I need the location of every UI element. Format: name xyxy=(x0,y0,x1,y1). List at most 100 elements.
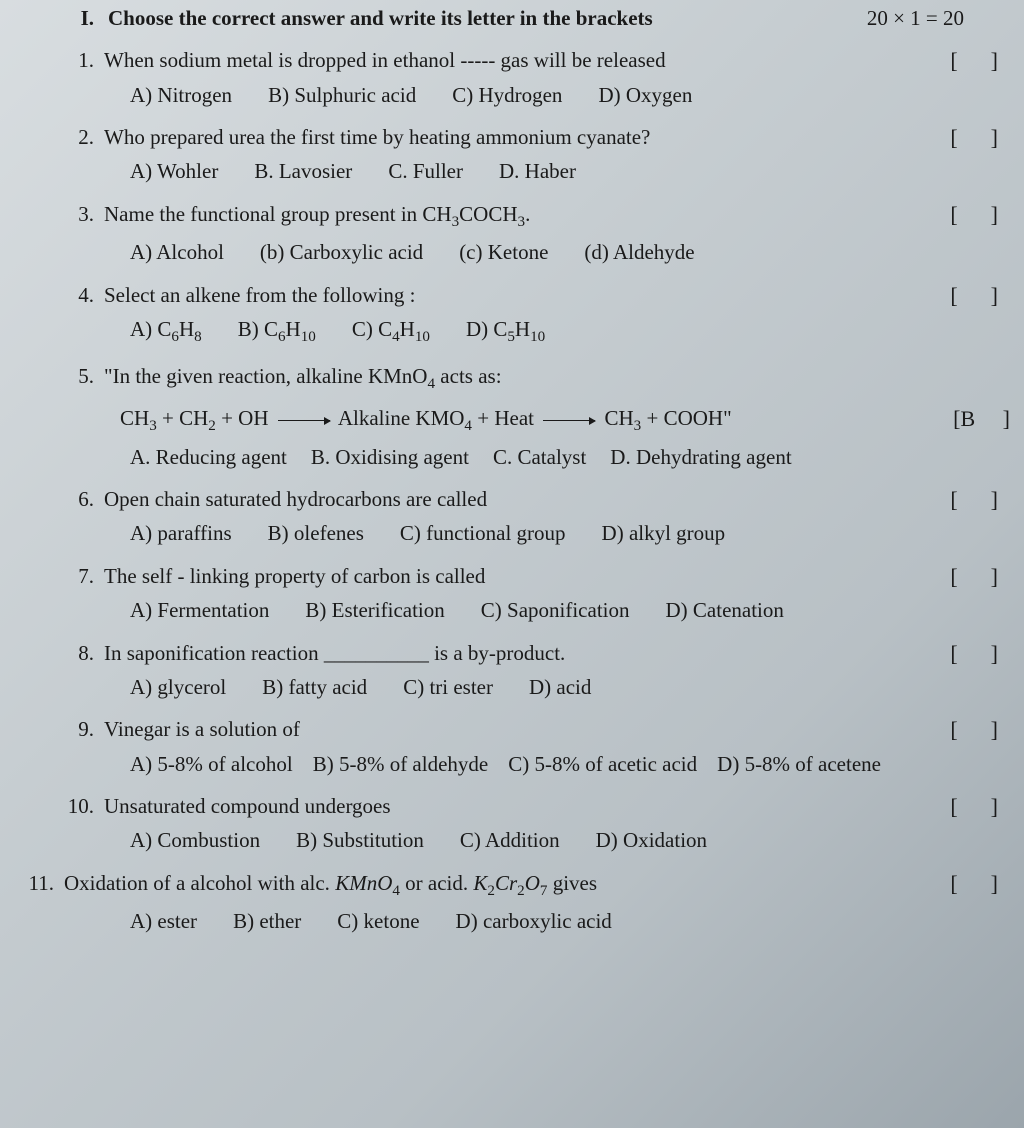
q2-text: Who prepared urea the first time by heat… xyxy=(104,123,1004,151)
question-2: 2. Who prepared urea the first time by h… xyxy=(60,123,1004,151)
question-9: 9. Vinegar is a solution of [ ] xyxy=(60,715,1004,743)
q2-option-d: D. Haber xyxy=(499,157,576,185)
q2-number: 2. xyxy=(60,123,94,151)
q9-number: 9. xyxy=(60,715,94,743)
q1-options: A) Nitrogen B) Sulphuric acid C) Hydroge… xyxy=(130,81,1004,109)
question-10: 10. Unsaturated compound undergoes [ ] xyxy=(60,792,1004,820)
q5-option-b: B. Oxidising agent xyxy=(311,443,469,471)
q4-option-a: A) C6H8 xyxy=(130,315,202,348)
q1-option-d: D) Oxygen xyxy=(598,81,692,109)
worksheet-page: 20 × 1 = 20 I. Choose the correct answer… xyxy=(0,0,1024,956)
q8-option-a: A) glycerol xyxy=(130,673,226,701)
q8-option-d: D) acid xyxy=(529,673,591,701)
question-4: 4. Select an alkene from the following :… xyxy=(60,281,1004,309)
q11-option-a: A) ester xyxy=(130,907,197,935)
q6-option-a: A) paraffins xyxy=(130,519,232,547)
q4-option-b: B) C6H10 xyxy=(238,315,316,348)
q7-option-a: A) Fermentation xyxy=(130,596,269,624)
q11-number: 11. xyxy=(20,869,54,897)
q3-text-pre: Name the functional group present in CH xyxy=(104,202,452,226)
q10-text: Unsaturated compound undergoes xyxy=(104,792,1004,820)
q6-text: Open chain saturated hydrocarbons are ca… xyxy=(104,485,1004,513)
q9-option-b: B) 5-8% of aldehyde xyxy=(313,750,489,778)
q9-bracket[interactable]: [ ] xyxy=(950,715,998,745)
q7-option-d: D) Catenation xyxy=(666,596,784,624)
q7-bracket[interactable]: [ ] xyxy=(950,562,998,592)
q3-option-c: (c) Ketone xyxy=(459,238,548,266)
q10-bracket[interactable]: [ ] xyxy=(950,792,998,822)
q8-bracket[interactable]: [ ] xyxy=(950,639,998,669)
question-6: 6. Open chain saturated hydrocarbons are… xyxy=(60,485,1004,513)
q10-option-c: C) Addition xyxy=(460,826,560,854)
q3-bracket[interactable]: [ ] xyxy=(950,200,998,230)
q7-option-c: C) Saponification xyxy=(481,596,630,624)
q8-text: In saponification reaction __________ is… xyxy=(104,639,1004,667)
q6-bracket[interactable]: [ ] xyxy=(950,485,998,515)
q9-option-a: A) 5-8% of alcohol xyxy=(130,750,293,778)
q5-number: 5. xyxy=(60,362,94,390)
q11-option-b: B) ether xyxy=(233,907,301,935)
q3-number: 3. xyxy=(60,200,94,228)
q6-option-b: B) olefenes xyxy=(268,519,364,547)
q5-option-c: C. Catalyst xyxy=(493,443,586,471)
q6-number: 6. xyxy=(60,485,94,513)
score-label: 20 × 1 = 20 xyxy=(867,4,964,32)
q5-options: A. Reducing agent B. Oxidising agent C. … xyxy=(130,443,1004,471)
q6-option-c: C) functional group xyxy=(400,519,566,547)
q5-reaction: CH3 + CH2 + OH Alkaline KMO4 + Heat CH3 … xyxy=(120,404,1004,437)
q10-option-a: A) Combustion xyxy=(130,826,260,854)
q4-option-d: D) C5H10 xyxy=(466,315,545,348)
q2-option-a: A) Wohler xyxy=(130,157,218,185)
q8-option-b: B) fatty acid xyxy=(262,673,367,701)
question-5: 5. "In the given reaction, alkaline KMnO… xyxy=(60,362,1004,395)
q9-options: A) 5-8% of alcohol B) 5-8% of aldehyde C… xyxy=(130,750,1004,778)
q7-option-b: B) Esterification xyxy=(305,596,444,624)
q1-option-c: C) Hydrogen xyxy=(452,81,562,109)
q9-option-d: D) 5-8% of acetene xyxy=(717,750,881,778)
question-11: 11. Oxidation of a alcohol with alc. KMn… xyxy=(20,869,1004,902)
q1-number: 1. xyxy=(60,46,94,74)
section-header: I. Choose the correct answer and write i… xyxy=(60,4,1004,32)
q6-options: A) paraffins B) olefenes C) functional g… xyxy=(130,519,1004,547)
q9-text: Vinegar is a solution of xyxy=(104,715,1004,743)
section-title: Choose the correct answer and write its … xyxy=(108,4,653,32)
q5-text: "In the given reaction, alkaline KMnO4 a… xyxy=(104,362,1004,395)
q2-bracket[interactable]: [ ] xyxy=(950,123,998,153)
q2-option-c: C. Fuller xyxy=(388,157,463,185)
q4-option-c: C) C4H10 xyxy=(352,315,430,348)
q4-bracket[interactable]: [ ] xyxy=(950,281,998,311)
q11-options: A) ester B) ether C) ketone D) carboxyli… xyxy=(130,907,1004,935)
q6-option-d: D) alkyl group xyxy=(602,519,726,547)
q4-number: 4. xyxy=(60,281,94,309)
q5-option-a: A. Reducing agent xyxy=(130,443,287,471)
q4-text: Select an alkene from the following : xyxy=(104,281,1004,309)
q7-number: 7. xyxy=(60,562,94,590)
q9-option-c: C) 5-8% of acetic acid xyxy=(508,750,697,778)
arrow-icon xyxy=(543,420,595,421)
q11-option-c: C) ketone xyxy=(337,907,419,935)
q3-options: A) Alcohol (b) Carboxylic acid (c) Keton… xyxy=(130,238,1004,266)
q5-option-d: D. Dehydrating agent xyxy=(610,443,791,471)
q2-options: A) Wohler B. Lavosier C. Fuller D. Haber xyxy=(130,157,1004,185)
q1-option-a: A) Nitrogen xyxy=(130,81,232,109)
q3-text: Name the functional group present in CH3… xyxy=(104,200,1004,233)
question-8: 8. In saponification reaction __________… xyxy=(60,639,1004,667)
q11-bracket[interactable]: [ ] xyxy=(950,869,998,899)
q11-option-d: D) carboxylic acid xyxy=(456,907,612,935)
q3-option-b: (b) Carboxylic acid xyxy=(260,238,423,266)
q1-option-b: B) Sulphuric acid xyxy=(268,81,416,109)
q8-number: 8. xyxy=(60,639,94,667)
q10-option-d: D) Oxidation xyxy=(596,826,707,854)
q5-bracket[interactable]: [B ] xyxy=(953,404,1010,434)
question-3: 3. Name the functional group present in … xyxy=(60,200,1004,233)
q1-bracket[interactable]: [ ] xyxy=(950,46,998,76)
q8-option-c: C) tri ester xyxy=(403,673,493,701)
q8-options: A) glycerol B) fatty acid C) tri ester D… xyxy=(130,673,1004,701)
question-7: 7. The self - linking property of carbon… xyxy=(60,562,1004,590)
q7-options: A) Fermentation B) Esterification C) Sap… xyxy=(130,596,1004,624)
q7-text: The self - linking property of carbon is… xyxy=(104,562,1004,590)
q10-number: 10. xyxy=(60,792,94,820)
q3-option-d: (d) Aldehyde xyxy=(584,238,694,266)
q1-text: When sodium metal is dropped in ethanol … xyxy=(104,46,1004,74)
question-1: 1. When sodium metal is dropped in ethan… xyxy=(60,46,1004,74)
